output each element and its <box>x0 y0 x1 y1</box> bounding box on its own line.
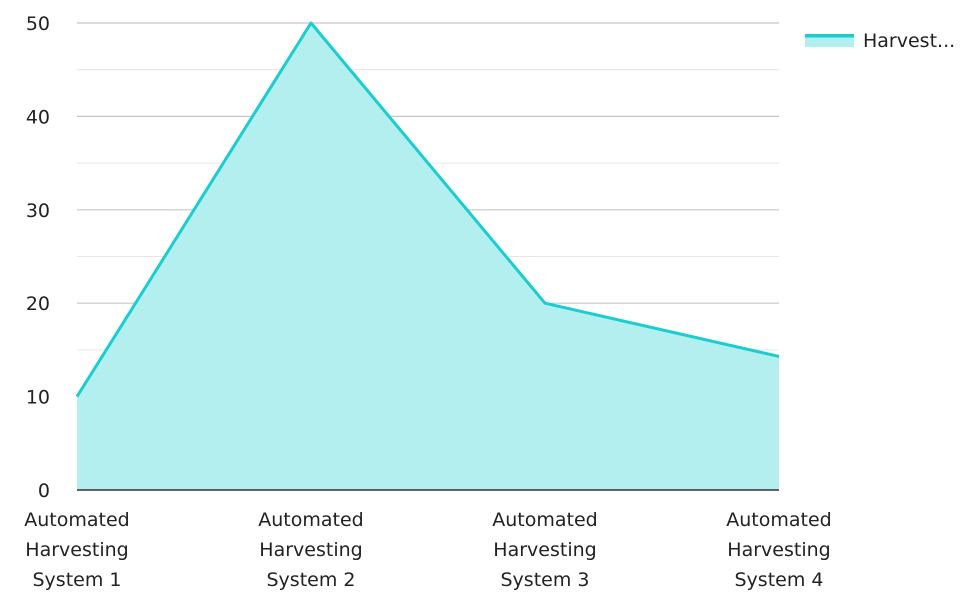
x-category-label: Automated Harvesting System 3 <box>492 509 597 591</box>
y-tick-label: 40 <box>26 106 50 128</box>
series-line <box>75 21 780 398</box>
y-tick-label: 0 <box>38 480 50 502</box>
series-area-layer <box>75 21 780 490</box>
legend-swatch-fill <box>805 36 854 47</box>
series-area-fill <box>77 23 779 490</box>
x-category-label: Automated Harvesting System 2 <box>258 509 363 591</box>
legend-label[interactable]: Harvest... <box>863 30 955 52</box>
x-category-label: Automated Harvesting System 1 <box>24 509 129 591</box>
legend-swatch-line <box>805 34 854 38</box>
y-tick-label: 30 <box>26 200 50 222</box>
x-category-label: Automated Harvesting System 4 <box>726 509 831 591</box>
y-tick-label: 20 <box>26 293 50 315</box>
y-axis-tick-labels: 0 10 20 30 40 50 <box>26 13 50 502</box>
y-tick-label: 50 <box>26 13 50 35</box>
legend[interactable]: Harvest... <box>805 30 955 52</box>
x-axis-category-labels: Automated Harvesting System 1 Automated Harv… <box>24 509 831 591</box>
y-tick-label: 10 <box>26 387 50 409</box>
